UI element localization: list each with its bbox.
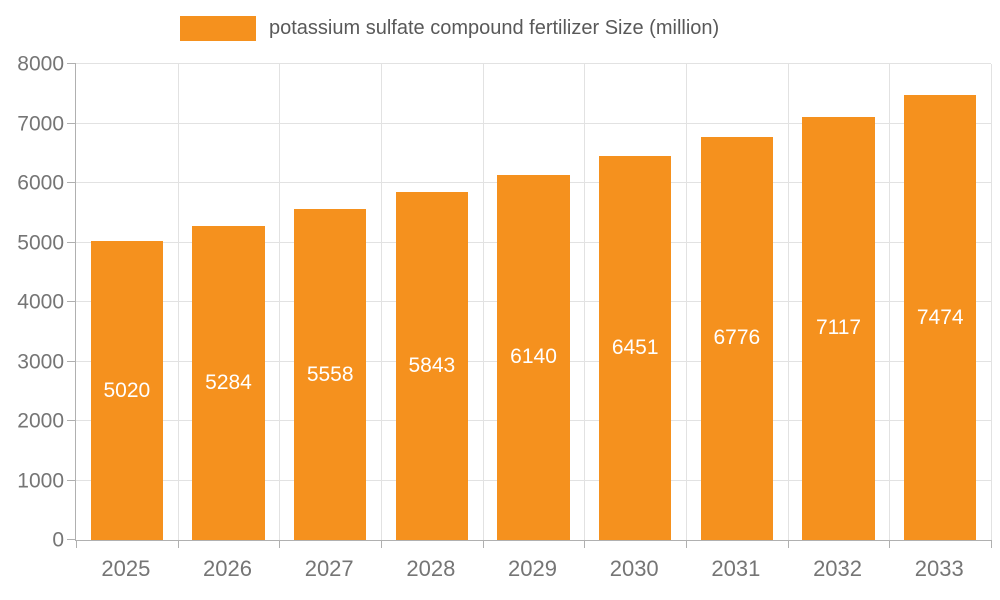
plot-area: 5020 5284 5558 5843 6140 6451 6776 7117 7474 (67, 63, 992, 548)
legend-swatch-icon (180, 16, 256, 41)
bar: 5284 (192, 225, 265, 540)
bar: 6776 (700, 136, 773, 540)
bar-slot: 7474 (889, 64, 991, 540)
v-gridline (380, 64, 382, 540)
bar-value-label: 7474 (916, 305, 964, 329)
x-axis-tick (279, 540, 281, 548)
x-axis-tick (584, 540, 586, 548)
bar: 7474 (904, 95, 977, 540)
v-gridline (584, 64, 586, 540)
y-tick-label: 0 (52, 528, 64, 552)
bar-slot: 5843 (381, 64, 483, 540)
x-tick-label: 2029 (508, 556, 557, 581)
legend-item[interactable]: potassium sulfate compound fertilizer Si… (180, 16, 719, 41)
bars: 5020 5284 5558 5843 6140 6451 6776 7117 7474 (76, 64, 991, 540)
legend: potassium sulfate compound fertilizer Si… (180, 16, 719, 41)
x-tick-label: 2033 (914, 556, 964, 581)
y-tick-label: 2000 (17, 409, 64, 433)
v-gridline (279, 64, 281, 540)
bar-slot: 6451 (584, 64, 686, 540)
bar: 6140 (497, 174, 570, 540)
v-gridline (991, 64, 992, 540)
x-tick-label: 2026 (203, 556, 252, 581)
bar-value-label: 6776 (713, 326, 761, 350)
x-axis-tick (177, 540, 179, 548)
x-tick-label: 2027 (304, 556, 354, 581)
bar-slot: 5020 (76, 64, 178, 540)
x-tick-label: 2025 (101, 556, 151, 581)
v-gridline (482, 64, 484, 540)
y-axis-tick (67, 360, 76, 362)
y-axis-tick (67, 539, 76, 540)
y-tick-label: 4000 (17, 290, 64, 314)
y-tick-label: 1000 (17, 469, 64, 492)
bar: 7117 (802, 116, 875, 540)
x-axis-tick (787, 540, 789, 548)
y-axis-tick (67, 420, 76, 421)
y-tick-label: 5000 (17, 231, 64, 254)
x-tick-label: 2031 (711, 556, 761, 581)
x-tick-label: 2028 (406, 556, 456, 581)
bar: 6451 (599, 156, 672, 540)
bar: 5843 (395, 192, 468, 540)
h-gridline (76, 122, 991, 124)
x-axis-tick (380, 540, 382, 548)
v-gridline (685, 64, 687, 540)
bar: 5558 (294, 209, 367, 540)
y-tick-label: 7000 (17, 112, 64, 135)
bar-value-label: 5558 (306, 362, 354, 386)
bar-value-label: 7117 (815, 316, 862, 340)
bar-value-label: 6451 (611, 336, 659, 360)
bar-slot: 6140 (483, 64, 585, 540)
x-axis-tick (991, 540, 992, 548)
bar-value-label: 5020 (103, 378, 151, 402)
y-tick-label: 8000 (17, 52, 64, 76)
v-gridline (177, 64, 179, 540)
y-tick-label: 3000 (17, 350, 64, 373)
y-axis-tick (67, 241, 76, 243)
bar-slot: 7117 (788, 64, 890, 540)
bar-slot: 5558 (279, 64, 381, 540)
x-axis-tick (482, 540, 484, 548)
bar-slot: 5284 (178, 64, 280, 540)
x-axis-tick (685, 540, 687, 548)
v-gridline (889, 64, 891, 540)
bar-value-label: 5284 (205, 370, 252, 394)
y-axis-tick (67, 63, 76, 64)
y-axis-tick (67, 182, 76, 183)
y-tick-label: 6000 (17, 171, 64, 195)
bar-slot: 6776 (686, 64, 788, 540)
x-axis-tick (76, 540, 77, 548)
x-tick-label: 2030 (609, 556, 659, 581)
legend-label: potassium sulfate compound fertilizer Si… (269, 17, 720, 39)
bar-value-label: 6140 (510, 345, 557, 369)
y-axis-tick (67, 122, 76, 124)
v-gridline (787, 64, 789, 540)
x-tick-label: 2032 (813, 556, 863, 581)
x-axis-labels: 2025 2026 2027 2028 2029 2030 2031 2032 2033 (75, 556, 990, 582)
y-axis-tick (67, 479, 76, 481)
y-axis-labels: 0 1000 2000 3000 4000 5000 6000 7000 8000 (0, 54, 64, 551)
bar-value-label: 5843 (408, 354, 456, 378)
x-axis-tick (889, 540, 891, 548)
h-gridline (76, 63, 991, 64)
y-axis-tick (67, 301, 76, 302)
bar: 5020 (90, 241, 163, 540)
